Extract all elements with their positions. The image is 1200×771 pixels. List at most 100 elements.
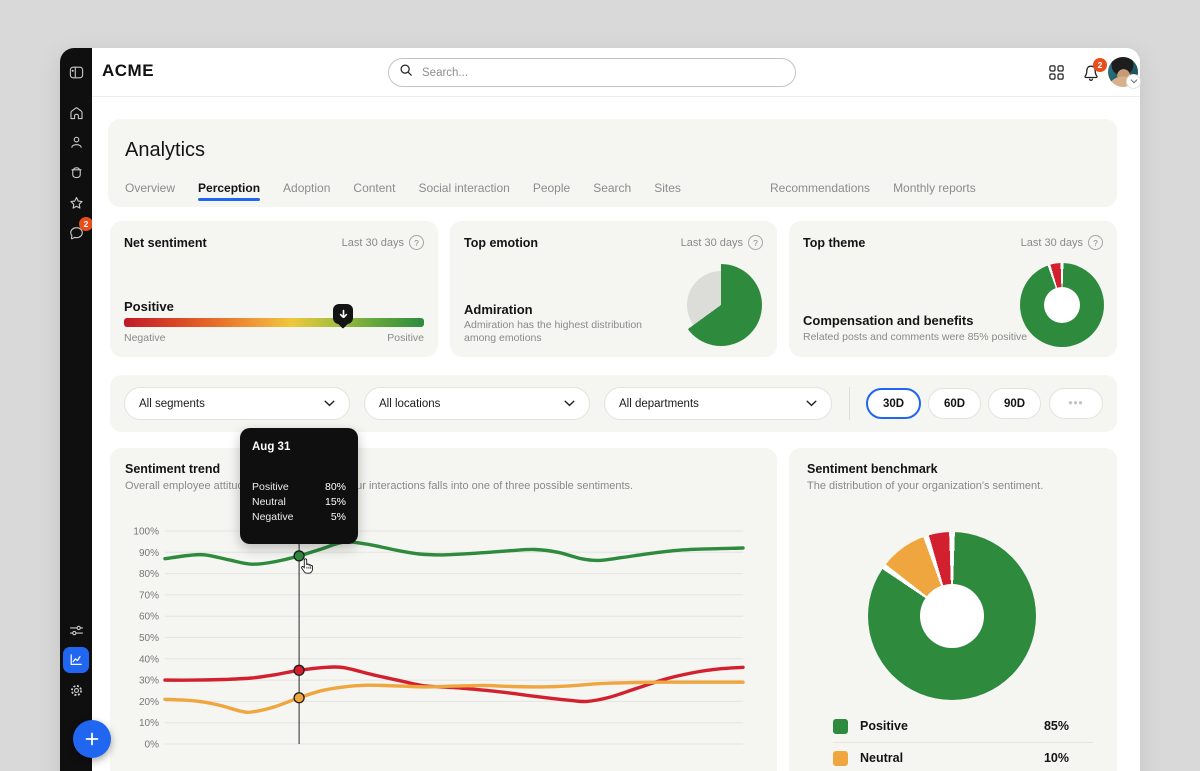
- tooltip-value: 5%: [330, 511, 346, 523]
- avatar[interactable]: [1108, 57, 1141, 89]
- departments-select[interactable]: All departments: [604, 387, 832, 420]
- chat-badge: 2: [79, 217, 93, 231]
- chart-subtitle: The distribution of your organization's …: [807, 480, 1044, 492]
- svg-text:40%: 40%: [139, 654, 159, 665]
- legend-row-positive: Positive 85%: [833, 711, 1093, 741]
- help-icon[interactable]: ?: [748, 235, 763, 250]
- tab-social-interaction[interactable]: Social interaction: [418, 181, 510, 195]
- range-more-button[interactable]: •••: [1049, 388, 1103, 419]
- card-title: Top theme: [803, 236, 866, 250]
- notifications-bell-icon[interactable]: 2: [1082, 58, 1107, 82]
- sentiment-trend-line-chart[interactable]: 0% 10% 20% 30% 40% 50% 60% 70% 80% 90% 100%: [133, 524, 753, 759]
- svg-text:20%: 20%: [139, 697, 159, 708]
- sentiment-gradient-bar: [124, 304, 424, 327]
- legend-label: Neutral: [860, 751, 904, 765]
- tab-search[interactable]: Search: [593, 181, 632, 195]
- svg-text:90%: 90%: [139, 548, 159, 559]
- chevron-down-icon: [1126, 74, 1141, 89]
- tab-overview[interactable]: Overview: [125, 181, 176, 195]
- tab-content[interactable]: Content: [353, 181, 396, 195]
- help-icon[interactable]: ?: [1088, 235, 1103, 250]
- notifications-badge: 2: [1093, 58, 1107, 72]
- add-button[interactable]: [73, 720, 111, 758]
- tooltip-label: Negative: [252, 511, 294, 523]
- svg-text:60%: 60%: [139, 612, 159, 623]
- top-emotion-pie-chart: [680, 264, 762, 346]
- locations-select[interactable]: All locations: [364, 387, 590, 420]
- range-30d-button[interactable]: 30D: [866, 388, 921, 419]
- top-emotion-value: Admiration: [464, 302, 533, 317]
- analytics-chart-icon[interactable]: [63, 647, 89, 673]
- search-input[interactable]: [420, 65, 785, 80]
- sentiment-marker: [333, 304, 353, 324]
- tab-adoption[interactable]: Adoption: [283, 181, 331, 195]
- tab-monthly-reports[interactable]: Monthly reports: [893, 181, 976, 195]
- hand-cursor-icon: [301, 558, 313, 574]
- tab-perception[interactable]: Perception: [198, 181, 261, 201]
- svg-text:100%: 100%: [133, 527, 159, 538]
- divider: [833, 742, 1093, 743]
- tab-bar: Overview Perception Adoption Content Soc…: [125, 181, 681, 201]
- sidebar: 2: [60, 48, 111, 771]
- filters-card: All segments All locations All departmen…: [110, 375, 1117, 432]
- scale-positive-label: Positive: [387, 332, 424, 344]
- sliders-icon[interactable]: [67, 621, 85, 639]
- people-icon[interactable]: [67, 133, 85, 151]
- tab-recommendations[interactable]: Recommendations: [770, 181, 871, 195]
- legend-value: 85%: [1043, 719, 1069, 733]
- topbar: ACME 2: [92, 48, 1141, 97]
- net-sentiment-card: Net sentiment Last 30 days ? Positive Ne…: [110, 221, 438, 357]
- top-emotion-card: Top emotion Last 30 days ? Admiration Ad…: [450, 221, 777, 357]
- donut-hole: [1044, 287, 1080, 323]
- top-theme-value: Compensation and benefits: [803, 313, 974, 328]
- net-sentiment-value: Positive: [124, 299, 174, 314]
- basket-icon[interactable]: [67, 163, 85, 181]
- range-90d-button[interactable]: 90D: [988, 388, 1041, 419]
- divider: [849, 387, 850, 420]
- star-icon[interactable]: [67, 194, 85, 212]
- chat-icon[interactable]: 2: [67, 217, 93, 242]
- legend-value: 10%: [1043, 751, 1069, 765]
- legend-label: Positive: [860, 719, 908, 733]
- app-window: 2 ACME: [60, 48, 1141, 771]
- pie-main-slice: [680, 264, 762, 346]
- sentiment-benchmark-card: Sentiment benchmark The distribution of …: [789, 448, 1117, 771]
- legend-swatch-positive: [833, 718, 848, 734]
- arrow-down-icon: [339, 309, 347, 318]
- settings-gear-icon[interactable]: [67, 681, 85, 699]
- tab-people[interactable]: People: [532, 181, 571, 195]
- segments-select[interactable]: All segments: [124, 387, 350, 420]
- top-emotion-description: Admiration has the highest distribution …: [464, 319, 643, 344]
- svg-text:30%: 30%: [139, 676, 159, 687]
- search-bar[interactable]: [388, 58, 796, 87]
- tooltip-value: 15%: [324, 496, 346, 508]
- chart-tooltip: Aug 31 Positive 80% Neutral 15% Negative 5%: [240, 428, 358, 544]
- sidebar-toggle-icon[interactable]: [67, 63, 85, 81]
- sentiment-benchmark-donut-chart: [868, 532, 1036, 700]
- help-icon[interactable]: ?: [409, 235, 424, 250]
- svg-text:0%: 0%: [145, 740, 160, 751]
- period-label: Last 30 days: [341, 236, 404, 249]
- scale-negative-label: Negative: [124, 332, 166, 344]
- donut-hole: [920, 584, 984, 648]
- home-icon[interactable]: [67, 104, 85, 122]
- chart-subtitle: Overall employee attitude over time. Eac…: [125, 480, 634, 492]
- tab-sites[interactable]: Sites: [654, 181, 681, 195]
- sentiment-trend-card: Sentiment trend Overall employee attitud…: [110, 448, 777, 771]
- tooltip-value: 80%: [324, 481, 346, 493]
- brand-logo: ACME: [102, 61, 155, 80]
- tab-bar-right: Recommendations Monthly reports: [770, 181, 976, 195]
- svg-text:50%: 50%: [139, 633, 159, 644]
- svg-text:70%: 70%: [139, 590, 159, 601]
- card-title: Net sentiment: [124, 236, 207, 250]
- legend-swatch-neutral: [833, 750, 848, 766]
- departments-select-value: All departments: [619, 397, 699, 410]
- period-label: Last 30 days: [1020, 236, 1083, 249]
- chevron-down-icon: [806, 400, 817, 407]
- chart-title: Sentiment trend: [125, 462, 221, 476]
- apps-grid-icon[interactable]: [1048, 64, 1066, 82]
- range-60d-button[interactable]: 60D: [928, 388, 981, 419]
- svg-text:10%: 10%: [139, 718, 159, 729]
- tooltip-label: Positive: [252, 481, 289, 493]
